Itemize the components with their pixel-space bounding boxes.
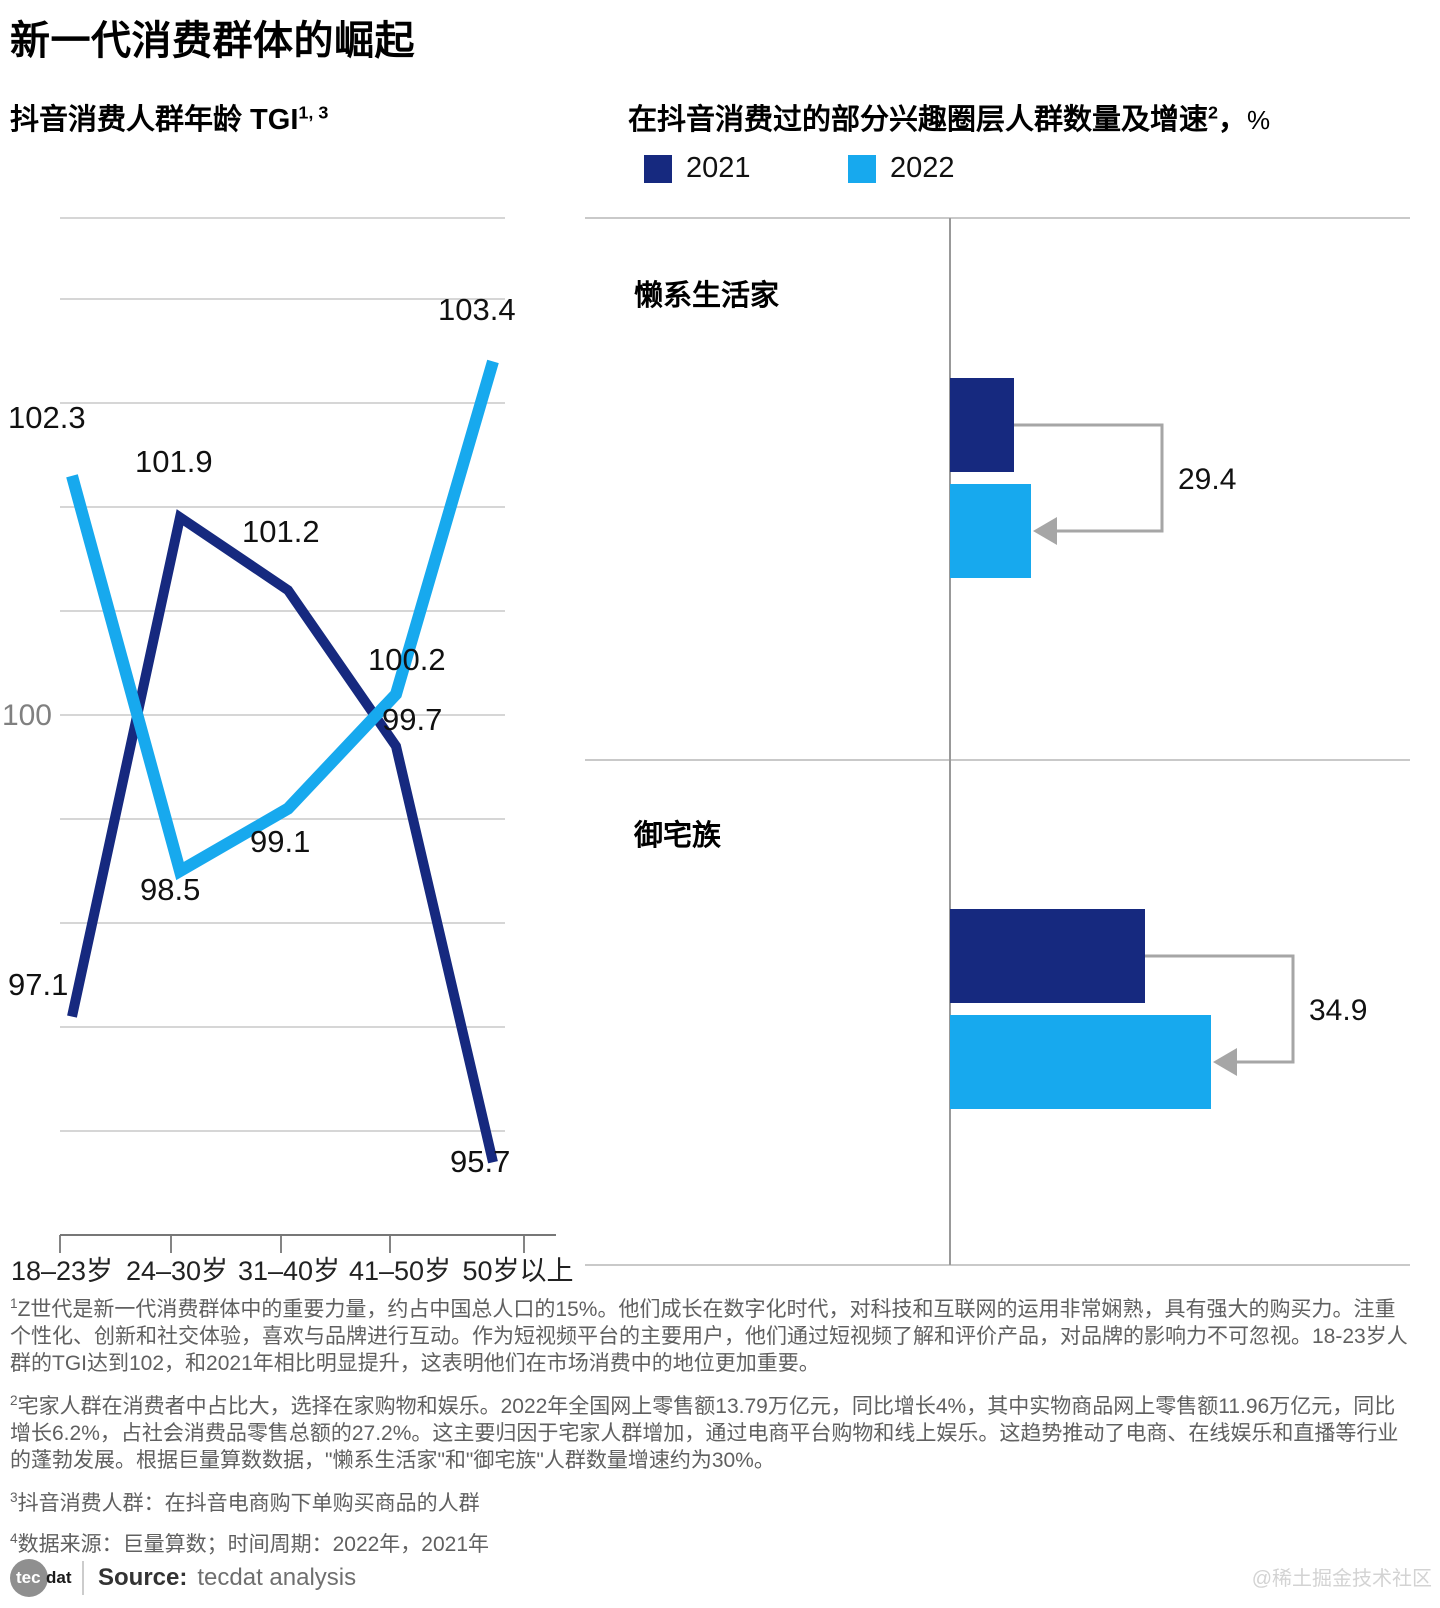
category-label: 懒系生活家 — [634, 278, 779, 312]
legend-item-2022: 2022 — [848, 152, 955, 185]
footnote-4-marker: 4 — [10, 1531, 18, 1546]
line-series-2021 — [67, 509, 498, 1164]
data-label-2021: 101.2 — [242, 514, 320, 549]
tecdat-logo-icon — [10, 1559, 48, 1597]
bar-chart-interest-groups: 懒系生活家 29.4 御宅族 34.9 — [585, 217, 1410, 1266]
x-axis-category-label: 18–23岁 — [11, 1256, 113, 1286]
left-chart-title-text: 抖音消费人群年龄 TGI — [10, 104, 299, 136]
footnote-3-text: 抖音消费人群：在抖音电商购下单购买商品的人群 — [17, 1492, 480, 1515]
data-label-2022: 99.1 — [250, 824, 310, 859]
footnote-3: 3抖音消费人群：在抖音电商购下单购买商品的人群 — [10, 1484, 1410, 1517]
x-axis-category-label: 41–50岁 — [349, 1256, 451, 1286]
legend-label-2022: 2022 — [890, 152, 955, 184]
source-row: tec dat Source: tecdat analysis — [10, 1558, 356, 1598]
growth-bracket — [1145, 954, 1295, 1064]
legend-label-2021: 2021 — [686, 152, 751, 184]
bar-2022 — [950, 484, 1031, 578]
data-label-2022: 100.2 — [368, 642, 446, 677]
footnote-3-marker: 3 — [10, 1490, 18, 1505]
source-label: Source: — [98, 1564, 188, 1591]
bar-2021 — [950, 378, 1014, 472]
data-label-2022: 102.3 — [8, 400, 86, 435]
footnote-1-text: Z世代是新一代消费群体中的重要力量，约占中国总人口的15%。他们成长在数字化时代… — [10, 1298, 1408, 1375]
growth-label: 29.4 — [1178, 463, 1236, 496]
footnote-1-marker: 1 — [10, 1296, 18, 1311]
data-label-2022: 98.5 — [140, 872, 200, 907]
bar-2021 — [950, 909, 1145, 1003]
footnote-2-marker: 2 — [10, 1393, 18, 1408]
line-series-2022 — [66, 359, 499, 881]
source-divider — [82, 1561, 84, 1595]
right-chart-title: 在抖音消费过的部分兴趣圈层人群数量及增速2，% — [628, 96, 1270, 138]
source-text: tecdat analysis — [197, 1564, 357, 1591]
footnote-1: 1Z世代是新一代消费群体中的重要力量，约占中国总人口的15%。他们成长在数字化时… — [10, 1290, 1410, 1377]
left-chart-title-footnote-marker: 1, 3 — [298, 102, 329, 123]
growth-arrowhead — [1213, 1048, 1237, 1076]
data-label-2021: 95.7 — [450, 1144, 510, 1179]
data-label-2021: 97.1 — [8, 967, 68, 1002]
bar-2022 — [950, 1015, 1211, 1109]
legend-swatch-2021 — [644, 154, 672, 183]
right-chart-title-footnote-marker: 2 — [1208, 102, 1219, 123]
data-label-2022: 103.4 — [438, 292, 516, 327]
tecdat-logo-text-right: dat — [46, 1568, 72, 1587]
growth-label: 34.9 — [1309, 994, 1367, 1027]
legend-item-2021: 2021 — [644, 152, 751, 185]
data-label-2021: 101.9 — [135, 444, 213, 479]
left-chart-title: 抖音消费人群年龄 TGI1, 3 — [10, 96, 328, 138]
y-axis-tick-label: 100 — [2, 699, 52, 732]
legend-swatch-2022 — [848, 154, 876, 183]
footnotes: 1Z世代是新一代消费群体中的重要力量，约占中国总人口的15%。他们成长在数字化时… — [10, 1290, 1410, 1566]
category-label: 御宅族 — [633, 818, 722, 852]
footnote-4: 4数据来源：巨量算数；时间周期：2022年，2021年 — [10, 1525, 1410, 1558]
growth-bracket — [1014, 423, 1164, 533]
page-title: 新一代消费群体的崛起 — [10, 19, 415, 63]
tecdat-logo-text-left: tec — [16, 1568, 41, 1587]
right-chart-title-text: 在抖音消费过的部分兴趣圈层人群数量及增速 — [628, 104, 1209, 136]
footnote-2: 2宅家人群在消费者中占比大，选择在家购物和娱乐。2022年全国网上零售额13.7… — [10, 1387, 1410, 1474]
footnote-4-text: 数据来源：巨量算数；时间周期：2022年，2021年 — [17, 1533, 490, 1556]
line-chart-age-tgi: 100 18–23岁 24–30岁 31–40岁 41–50岁 50岁以上 97.1 101.… — [2, 217, 574, 1286]
footnote-2-text: 宅家人群在消费者中占比大，选择在家购物和娱乐。2022年全国网上零售额13.79… — [10, 1395, 1399, 1472]
x-axis-category-label: 50岁以上 — [462, 1256, 573, 1286]
x-axis-category-label: 31–40岁 — [238, 1256, 340, 1286]
right-chart-unit: % — [1247, 105, 1271, 135]
x-axis-category-label: 24–30岁 — [126, 1256, 228, 1286]
data-label-2021: 99.7 — [382, 702, 442, 737]
right-chart-title-comma: ， — [1218, 104, 1248, 136]
tecdat-logo: tec dat — [10, 1558, 82, 1598]
watermark: @稀土掘金技术社区 — [1251, 1568, 1432, 1590]
growth-arrowhead — [1033, 517, 1057, 545]
